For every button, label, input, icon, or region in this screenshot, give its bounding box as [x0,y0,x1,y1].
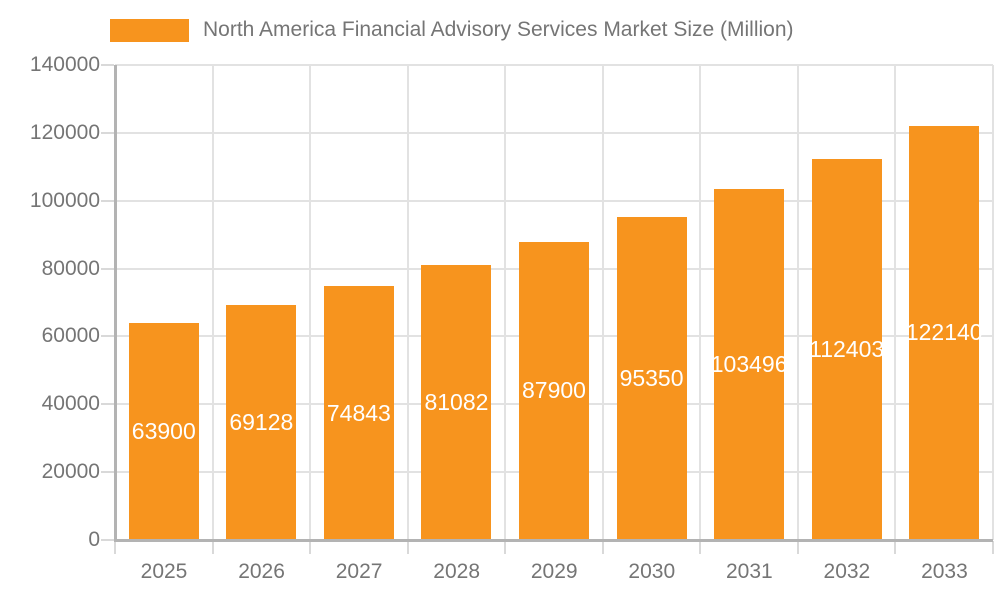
x-axis-label-2029: 2029 [530,560,578,583]
y-tick-label: 140000 [29,53,100,76]
y-tick-label: 20000 [41,460,100,484]
bar-value-label: 103496 [710,350,788,377]
y-tick-mark [101,64,114,66]
v-gridline [894,65,897,540]
y-tick-label: 0 [88,528,100,551]
bar-2033[interactable]: 122140 [906,125,983,540]
v-gridline [504,65,507,540]
x-axis-label-2032: 2032 [823,560,871,583]
y-tick-mark [101,267,114,270]
bar-value-label: 63900 [131,418,196,445]
y-tick-mark [101,539,114,541]
x-axis-label-2025: 2025 [140,560,188,583]
x-axis-label-2028: 2028 [433,560,481,583]
bar-value-label: 74843 [326,399,391,426]
y-tick-mark [101,335,114,338]
y-tick-label: 40000 [41,392,100,416]
x-axis-label-2033: 2033 [921,560,968,583]
bar-2031[interactable]: 103496 [711,188,787,540]
bar-2030[interactable]: 95350 [616,216,687,540]
bar-value-label: 81082 [424,388,489,415]
v-gridline [796,65,799,540]
y-tick-mark [101,471,114,474]
y-tick-mark [101,199,114,202]
x-tick-mark [992,541,994,554]
bar-2025[interactable]: 63900 [128,323,199,540]
bar-value-label: 122140 [905,319,983,346]
h-gridline [115,199,993,202]
v-gridline [699,65,702,540]
x-tick-mark [211,541,214,554]
x-tick-mark [504,541,507,554]
bar-2028[interactable]: 81082 [421,264,492,540]
bar-value-label: 87900 [522,377,586,404]
x-axis-label-2030: 2030 [628,560,676,583]
y-tick-label: 120000 [29,120,100,144]
bar-value-label: 69128 [229,409,294,436]
x-axis-label-2027: 2027 [335,560,383,583]
legend[interactable]: North America Financial Advisory Service… [110,18,794,42]
v-gridline [211,65,214,540]
plot-area: 63900 69128 74843 81082 87900 95350 103496 1124… [114,64,994,542]
bar-2026[interactable]: 69128 [226,305,297,540]
y-tick-mark [101,131,114,134]
bar-2027[interactable]: 74843 [323,286,394,540]
x-tick-mark [796,541,799,554]
y-tick-mark [101,403,114,406]
v-gridline [406,65,409,540]
h-gridline [115,131,993,134]
x-tick-mark [699,541,702,554]
y-tick-label: 100000 [29,188,100,212]
bar-value-label: 95350 [619,364,684,391]
x-axis-line [114,539,993,542]
bar-2032[interactable]: 112403 [809,158,885,540]
bar-value-label: 112403 [809,335,885,362]
legend-label: North America Financial Advisory Service… [203,18,794,41]
bar-2029[interactable]: 87900 [519,241,589,540]
v-gridline [309,65,312,540]
x-tick-mark [309,541,312,554]
x-tick-mark [894,541,897,554]
y-axis-line [114,65,117,540]
x-axis-label-2026: 2026 [238,560,285,583]
v-gridline [992,65,994,540]
h-gridline [115,64,993,66]
x-tick-mark [114,541,116,554]
legend-swatch [110,18,189,42]
x-tick-mark [406,541,409,554]
x-axis-label-2031: 2031 [725,560,773,583]
y-tick-label: 60000 [41,324,100,348]
y-tick-label: 80000 [41,256,100,280]
x-tick-mark [601,541,604,554]
v-gridline [601,65,604,540]
